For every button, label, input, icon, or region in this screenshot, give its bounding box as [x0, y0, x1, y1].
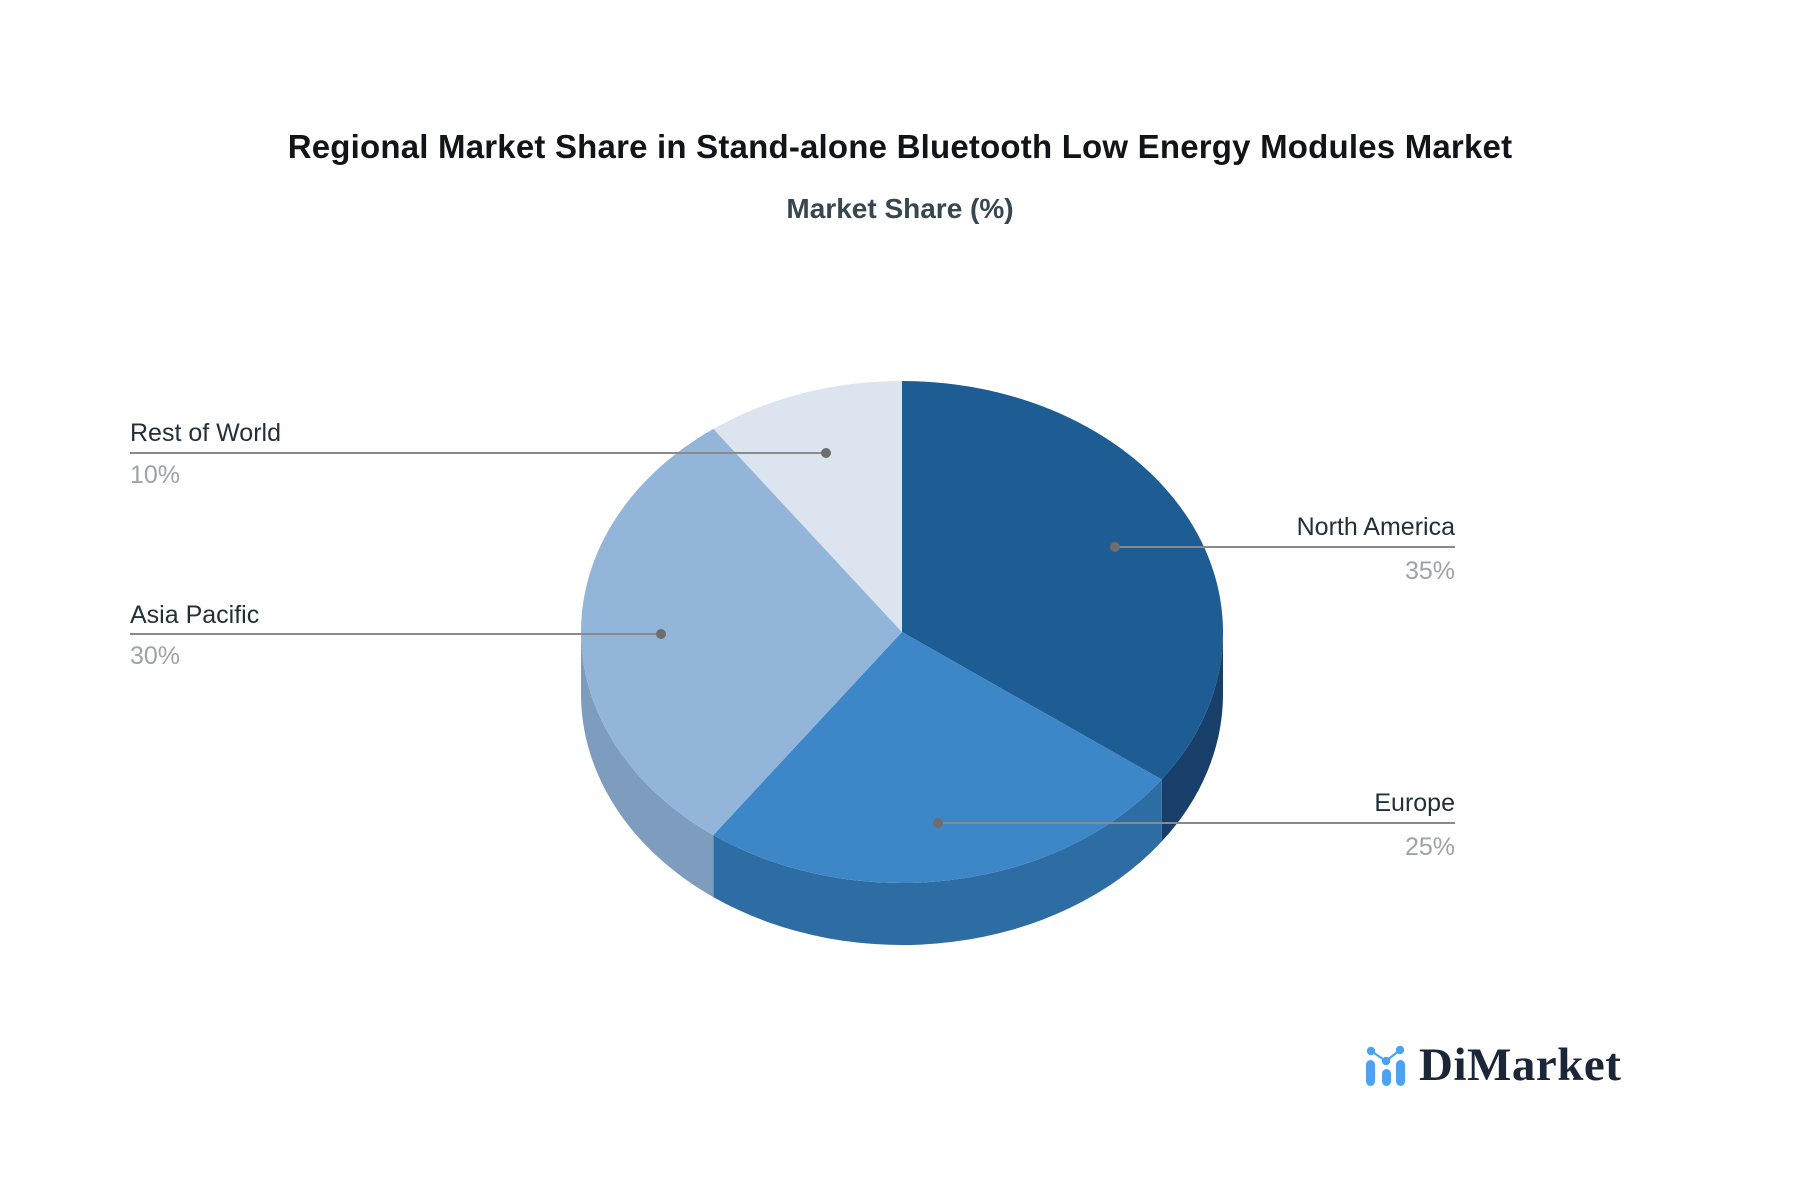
pie-slice-asia-pacific[interactable]	[580, 428, 902, 836]
slice-label-rest-of-world: Rest of World	[130, 419, 281, 447]
pie-slice-side-europe	[713, 779, 1162, 946]
brand-logo: DiMarket	[1363, 1040, 1621, 1090]
slice-label-north-america: North America	[1296, 513, 1455, 541]
slice-value-europe: 25%	[1404, 833, 1455, 861]
slice-value-asia-pacific: 30%	[130, 642, 181, 670]
leader-dot-north-america	[1110, 542, 1120, 552]
chart-title: Regional Market Share in Stand-alone Blu…	[287, 128, 1513, 165]
leader-dot-rest-of-world	[821, 448, 831, 458]
brand-logo-text: DiMarket	[1419, 1039, 1622, 1091]
chart-subtitle: Market Share (%)	[786, 193, 1014, 224]
slice-value-rest-of-world: 10%	[130, 461, 181, 489]
bar-chart-trendline-icon	[1366, 1045, 1405, 1086]
slice-label-asia-pacific: Asia Pacific	[130, 601, 260, 629]
pie-slice-side-asia-pacific	[581, 632, 714, 898]
pie-slice-side-north-america	[1161, 632, 1223, 842]
slice-value-north-america: 35%	[1404, 557, 1455, 585]
pie-slice-europe[interactable]	[713, 632, 1162, 883]
leader-dot-asia-pacific	[656, 629, 666, 639]
pie-slice-north-america[interactable]	[902, 381, 1223, 780]
pie-slice-rest-of-world[interactable]	[713, 381, 902, 632]
leader-dot-europe	[933, 818, 943, 828]
slice-label-europe: Europe	[1374, 789, 1455, 817]
